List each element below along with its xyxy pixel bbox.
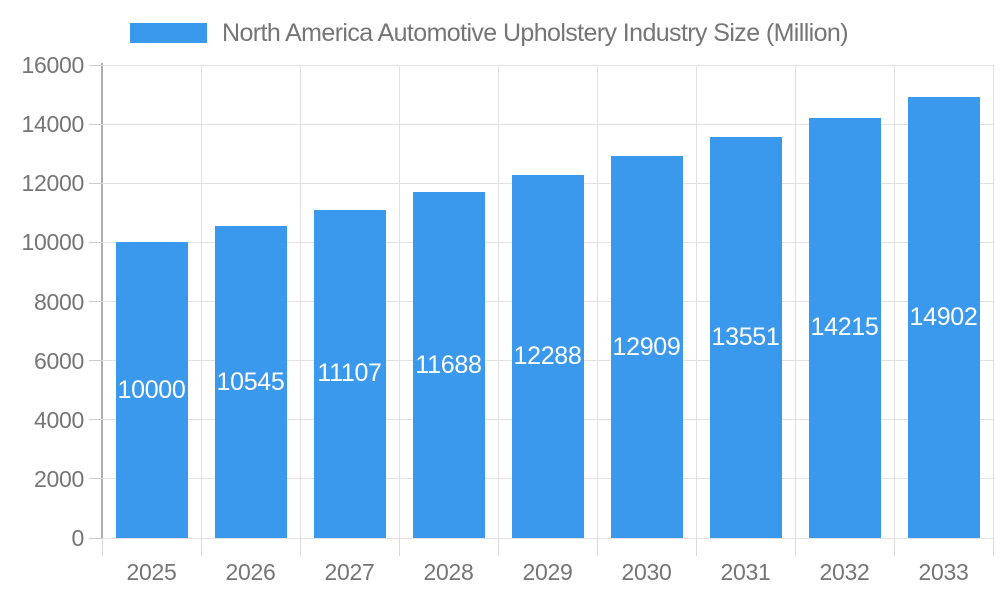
bar: 13551 xyxy=(709,137,782,538)
y-axis-label: 16000 xyxy=(21,52,85,78)
category-boundary-line xyxy=(992,65,994,538)
y-axis-label: 12000 xyxy=(21,170,85,197)
bar-value-label: 11107 xyxy=(317,359,382,388)
y-axis-tick xyxy=(89,478,102,480)
bar-value-label: 10545 xyxy=(216,367,285,396)
bar-value-label: 11688 xyxy=(415,350,482,379)
x-axis-label: 2027 xyxy=(324,559,375,585)
x-axis-label: 2029 xyxy=(522,559,573,585)
category-boundary-line xyxy=(497,65,499,538)
y-axis-tick xyxy=(89,123,102,125)
x-axis-label: 2026 xyxy=(225,559,276,585)
bar: 10545 xyxy=(214,226,287,538)
bar-value-label: 13551 xyxy=(711,323,780,352)
x-axis-tick xyxy=(497,538,499,556)
x-axis-tick xyxy=(200,538,202,556)
y-axis-tick xyxy=(89,241,102,243)
y-axis-tick xyxy=(89,537,102,539)
category-boundary-line xyxy=(398,65,400,538)
x-axis-tick xyxy=(695,538,697,556)
x-axis-tick xyxy=(101,538,103,556)
y-axis-line xyxy=(101,63,103,538)
y-axis-label: 2000 xyxy=(34,465,84,492)
x-axis-label: 2031 xyxy=(720,559,771,585)
category-boundary-line xyxy=(695,65,697,538)
x-axis-tick xyxy=(398,538,400,556)
bar-value-label: 14902 xyxy=(909,303,978,332)
x-axis-tick xyxy=(992,538,994,556)
legend-color-swatch xyxy=(130,23,207,43)
legend[interactable]: North America Automotive Upholstery Indu… xyxy=(130,17,849,49)
bar: 12288 xyxy=(511,174,584,538)
y-axis-label: 8000 xyxy=(34,288,84,315)
plot-area: 10000 10545 11107 11688 12288 12909 13551 14215… xyxy=(89,63,994,556)
y-axis-label: 4000 xyxy=(34,406,84,433)
category-boundary-line xyxy=(794,65,796,538)
bar: 11107 xyxy=(313,209,386,538)
x-axis-label: 2030 xyxy=(621,559,672,585)
gridline xyxy=(102,123,993,125)
gridline xyxy=(102,537,993,539)
legend-label: North America Automotive Upholstery Indu… xyxy=(222,18,849,47)
y-axis-tick xyxy=(89,360,102,362)
x-axis-label: 2028 xyxy=(423,559,474,585)
x-axis-label: 2033 xyxy=(918,559,969,585)
bar-value-label: 12288 xyxy=(513,341,582,370)
x-axis-label: 2025 xyxy=(126,559,177,585)
category-boundary-line xyxy=(200,65,202,538)
gridline xyxy=(102,64,993,66)
bar-value-label: 12909 xyxy=(612,332,681,361)
y-axis-label: 10000 xyxy=(21,229,85,256)
bar: 12909 xyxy=(610,156,683,538)
y-axis-label: 14000 xyxy=(21,111,85,138)
y-axis-tick xyxy=(89,301,102,302)
y-axis-label: 0 xyxy=(71,525,85,551)
x-axis-tick xyxy=(794,538,796,556)
x-axis-tick xyxy=(893,538,895,556)
x-axis-label: 2032 xyxy=(819,559,870,585)
bar: 14902 xyxy=(907,97,980,538)
y-axis-tick xyxy=(89,419,102,421)
x-axis-tick xyxy=(596,538,598,556)
x-axis-tick xyxy=(299,538,301,556)
bar: 11688 xyxy=(412,192,485,538)
y-axis-tick xyxy=(89,182,102,184)
bar-value-label: 14215 xyxy=(810,313,879,342)
category-boundary-line xyxy=(299,65,301,538)
category-boundary-line xyxy=(596,65,598,538)
y-axis-label: 6000 xyxy=(34,347,84,374)
bar: 14215 xyxy=(808,117,881,538)
y-axis-tick xyxy=(89,64,102,66)
bar: 10000 xyxy=(115,242,188,538)
category-boundary-line xyxy=(893,65,895,538)
bar-value-label: 10000 xyxy=(117,375,186,404)
